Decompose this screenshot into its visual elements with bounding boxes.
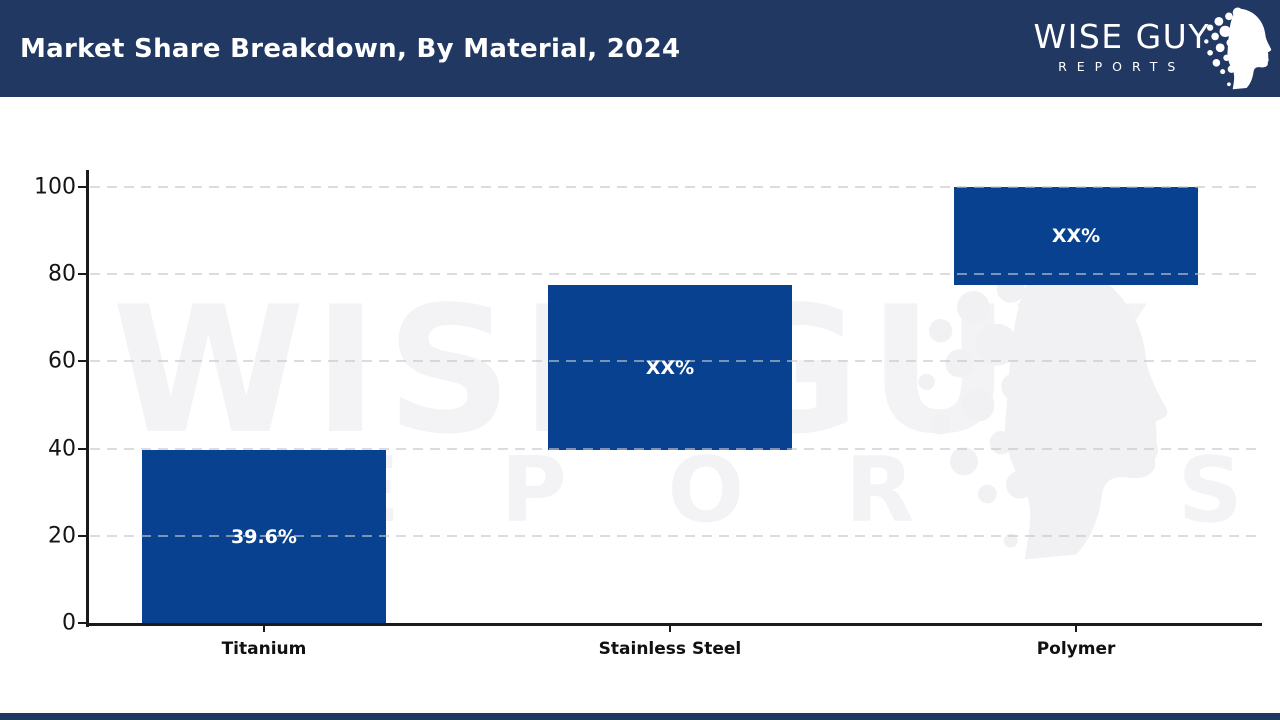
header-bar: Market Share Breakdown, By Material, 202…	[0, 0, 1280, 97]
brand-subtitle: REPORTS	[1058, 59, 1186, 74]
y-tick-label: 60	[48, 348, 76, 374]
y-tick-mark	[78, 273, 88, 276]
y-tick-mark	[78, 447, 88, 450]
x-category-label: Stainless Steel	[598, 639, 742, 659]
y-tick-mark	[78, 360, 88, 363]
x-tick-mark	[262, 625, 265, 632]
bar-polymer	[954, 187, 1199, 286]
y-tick-label: 0	[62, 610, 76, 636]
x-tick-mark	[1075, 625, 1078, 632]
x-tick-mark	[668, 625, 671, 632]
y-axis-line	[86, 170, 89, 627]
bar-value-label: XX%	[1051, 225, 1101, 248]
brand-logo-text: WISE GUY REPORTS	[1033, 17, 1210, 74]
y-tick-label: 20	[48, 523, 76, 549]
gridline-60	[90, 360, 1262, 363]
y-tick-mark	[78, 622, 88, 624]
y-tick-mark	[78, 534, 88, 537]
brand-logo: WISE GUY REPORTS	[1022, 0, 1272, 97]
bar-stainless-steel	[547, 285, 792, 451]
gridline-20	[90, 534, 1262, 537]
bar-value-label: 39.6%	[231, 525, 297, 548]
gridline-100	[90, 186, 1262, 188]
gridline-40	[90, 447, 1262, 450]
chart-plot-area: 39.6% Titanium XX% Stainless Steel XX% Polyme…	[0, 97, 1280, 713]
footer-bar	[0, 713, 1280, 720]
y-tick-label: 40	[48, 436, 76, 462]
x-axis-line	[86, 623, 1262, 626]
gridline-80	[90, 273, 1262, 276]
brand-face-icon	[1200, 5, 1278, 93]
x-category-label: Titanium	[221, 639, 307, 659]
x-category-label: Polymer	[1036, 639, 1116, 659]
bar-value-label: XX%	[645, 356, 695, 379]
brand-name: WISE GUY	[1033, 17, 1210, 56]
y-tick-label: 100	[34, 174, 76, 200]
y-tick-mark	[78, 186, 88, 188]
page-title: Market Share Breakdown, By Material, 202…	[20, 33, 681, 64]
y-tick-label: 80	[48, 261, 76, 287]
